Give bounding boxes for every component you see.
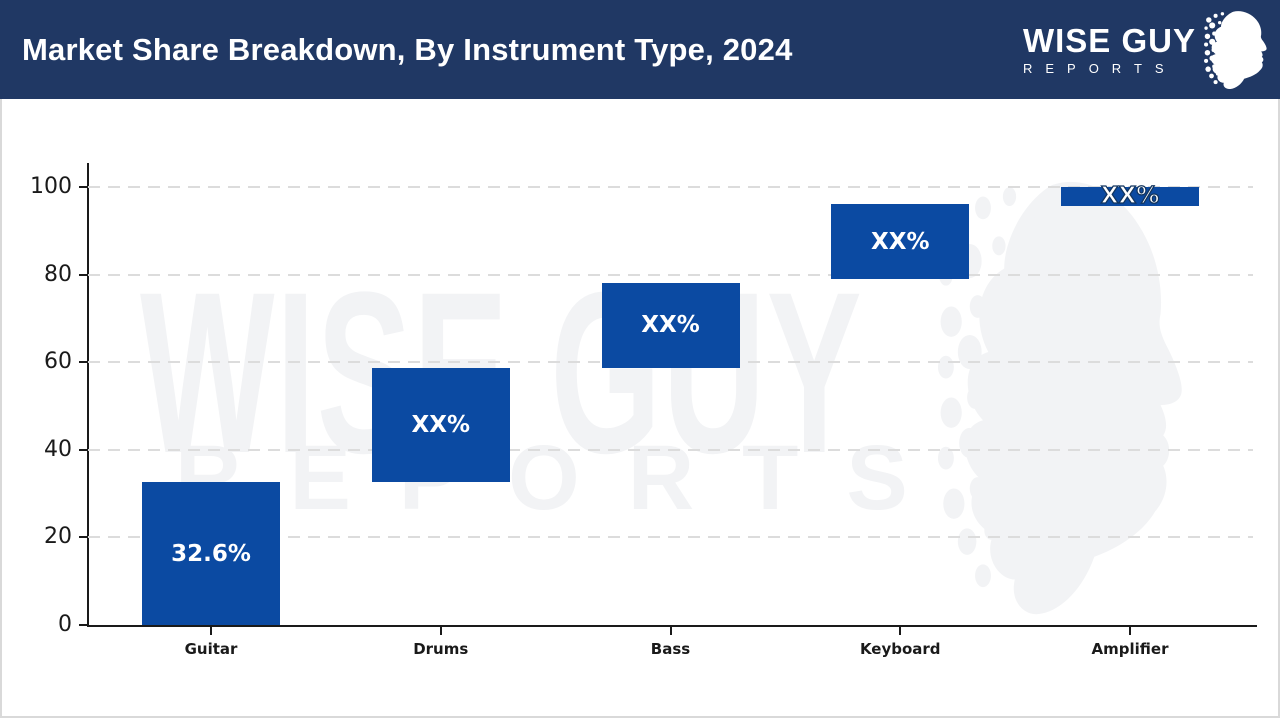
bar-label: XX% bbox=[411, 412, 470, 439]
logo-wordmark: WISE GUY bbox=[1022, 22, 1196, 59]
category-label: Keyboard bbox=[859, 640, 941, 658]
y-tick-label: 0 bbox=[58, 612, 72, 637]
category-label: Drums bbox=[413, 640, 469, 658]
y-tick bbox=[79, 361, 88, 364]
x-tick bbox=[210, 627, 212, 635]
category-label: Guitar bbox=[184, 640, 238, 658]
bar-label: XX% bbox=[641, 312, 700, 339]
wiseguy-logo: WISE GUY REPORTS bbox=[1023, 9, 1270, 91]
y-tick-label: 20 bbox=[44, 524, 72, 550]
y-tick bbox=[79, 273, 88, 276]
x-axis-line bbox=[87, 625, 1257, 627]
header: Market Share Breakdown, By Instrument Ty… bbox=[0, 0, 1280, 99]
bar bbox=[371, 367, 510, 483]
y-tick bbox=[79, 448, 88, 451]
bar-label: XX% bbox=[1100, 183, 1160, 210]
bar bbox=[1061, 187, 1199, 206]
x-tick bbox=[1129, 627, 1131, 635]
wiseguy-face-icon bbox=[1202, 9, 1270, 91]
grid-line bbox=[88, 448, 1253, 451]
y-tick bbox=[79, 624, 88, 626]
y-tick-label: 40 bbox=[44, 436, 72, 462]
y-tick-label: 60 bbox=[44, 349, 72, 375]
chart-body-frame bbox=[0, 99, 1280, 718]
bar-label: 32.6% bbox=[171, 540, 251, 567]
y-tick-label: 80 bbox=[44, 261, 72, 287]
grid-line bbox=[88, 536, 1253, 539]
grid-line bbox=[88, 273, 1253, 276]
bar bbox=[142, 482, 280, 625]
chart-title: Market Share Breakdown, By Instrument Ty… bbox=[22, 31, 793, 67]
y-tick bbox=[79, 186, 88, 188]
bar bbox=[831, 204, 970, 279]
x-tick bbox=[439, 627, 442, 635]
watermark-subtext: REPORTS bbox=[175, 427, 956, 529]
y-tick-label: 100 bbox=[30, 174, 72, 199]
logo-subtext: REPORTS bbox=[1022, 61, 1177, 76]
x-tick bbox=[899, 627, 902, 635]
bar bbox=[601, 282, 740, 368]
y-axis-line bbox=[87, 163, 89, 627]
bar-label: XX% bbox=[870, 228, 930, 255]
logo-text: WISE GUY REPORTS bbox=[1023, 24, 1196, 75]
category-label: Amplifier bbox=[1091, 640, 1169, 658]
x-tick bbox=[669, 627, 672, 635]
grid-line bbox=[88, 186, 1253, 188]
category-label: Bass bbox=[650, 640, 691, 658]
y-tick bbox=[79, 536, 88, 539]
